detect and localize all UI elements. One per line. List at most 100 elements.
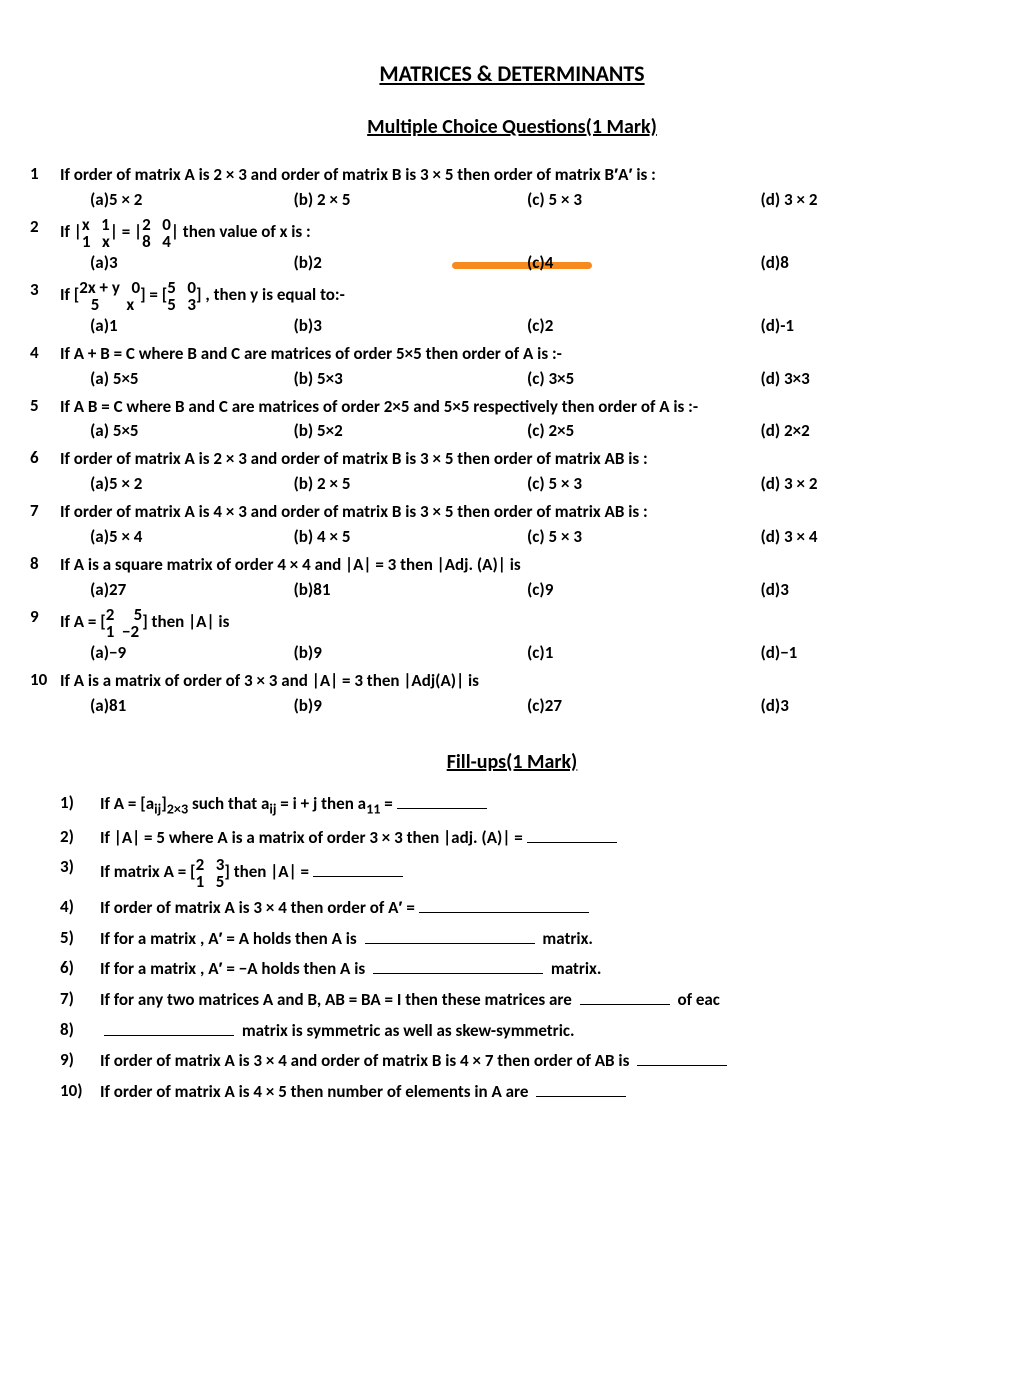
option-d: (d)−1 xyxy=(761,642,995,663)
option-b: (b)9 xyxy=(294,642,528,663)
option-b: (b) 2 × 5 xyxy=(294,473,528,494)
option-c: (c) 5 × 3 xyxy=(527,189,761,210)
fill-number: 10) xyxy=(30,1080,100,1101)
option-a: (a)−9 xyxy=(60,642,294,663)
option-a: (a) 5×5 xyxy=(60,420,294,441)
fill-question: 5)If for a matrix , A′ = A holds then A … xyxy=(30,927,994,952)
fill-body: If |A| = 5 where A is a matrix of order … xyxy=(100,826,994,851)
fill-body: If for a matrix , A′ = A holds then A is… xyxy=(100,927,994,952)
fill-question: 10)If order of matrix A is 4 × 5 then nu… xyxy=(30,1080,994,1105)
question-options: (a)5 × 2(b) 2 × 5(c) 5 × 3(d) 3 × 2 xyxy=(60,473,994,494)
fill-question: 8) matrix is symmetric as well as skew-s… xyxy=(30,1019,994,1044)
mcq-question: 10If A is a matrix of order of 3 × 3 and… xyxy=(30,669,994,720)
option-d: (d)8 xyxy=(761,252,995,273)
mcq-question: 8If A is a square matrix of order 4 × 4 … xyxy=(30,553,994,604)
option-b: (b) 2 × 5 xyxy=(294,189,528,210)
question-body: If |x 11 x| = |2 08 4| then value of x i… xyxy=(60,216,994,277)
option-d: (d) 3×3 xyxy=(761,368,995,389)
option-a: (a)1 xyxy=(60,315,294,336)
question-stem: If A + B = C where B and C are matrices … xyxy=(60,342,994,366)
option-a: (a)5 × 4 xyxy=(60,526,294,547)
question-body: If order of matrix A is 2 × 3 and order … xyxy=(60,447,994,498)
option-c: (c) 3×5 xyxy=(527,368,761,389)
fill-list: 1)If A = [aij]2×3 such that aij = i + j … xyxy=(30,792,994,1105)
question-stem: If order of matrix A is 2 × 3 and order … xyxy=(60,163,994,187)
question-body: If [2x + y 0 5 x] = [5 05 3] , then y is… xyxy=(60,279,994,340)
fill-question: 9)If order of matrix A is 3 × 4 and orde… xyxy=(30,1049,994,1074)
option-c: (c)2 xyxy=(527,315,761,336)
question-options: (a)81(b)9(c)27(d)3 xyxy=(60,695,994,716)
question-body: If A + B = C where B and C are matrices … xyxy=(60,342,994,393)
option-a: (a)3 xyxy=(60,252,294,273)
mcq-question: 9If A = [2 51 −2] then |A| is(a)−9(b)9(c… xyxy=(30,606,994,667)
question-stem: If A = [2 51 −2] then |A| is xyxy=(60,606,994,640)
option-b: (b)9 xyxy=(294,695,528,716)
fill-number: 2) xyxy=(30,826,100,847)
option-c: (c)4 xyxy=(527,252,761,273)
option-b: (b) 5×3 xyxy=(294,368,528,389)
fill-question: 3)If matrix A = [2 31 5] then |A| = xyxy=(30,856,994,890)
question-number: 5 xyxy=(30,395,60,416)
option-c: (c)9 xyxy=(527,579,761,600)
mcq-section-title: Multiple Choice Questions(1 Mark) xyxy=(30,115,994,139)
question-options: (a)5 × 2(b) 2 × 5(c) 5 × 3(d) 3 × 2 xyxy=(60,189,994,210)
mcq-question: 5If A B = C where B and C are matrices o… xyxy=(30,395,994,446)
question-number: 7 xyxy=(30,500,60,521)
option-b: (b)2 xyxy=(294,252,528,273)
mcq-question: 3If [2x + y 0 5 x] = [5 05 3] , then y i… xyxy=(30,279,994,340)
fill-body: If order of matrix A is 3 × 4 then order… xyxy=(100,896,994,921)
question-stem: If A is a matrix of order of 3 × 3 and |… xyxy=(60,669,994,693)
fill-number: 4) xyxy=(30,896,100,917)
fill-question: 6)If for a matrix , A′ = −A holds then A… xyxy=(30,957,994,982)
question-number: 2 xyxy=(30,216,60,237)
fill-number: 1) xyxy=(30,792,100,813)
question-stem: If order of matrix A is 2 × 3 and order … xyxy=(60,447,994,471)
option-d: (d)3 xyxy=(761,579,995,600)
question-options: (a)5 × 4(b) 4 × 5(c) 5 × 3(d) 3 × 4 xyxy=(60,526,994,547)
question-body: If order of matrix A is 2 × 3 and order … xyxy=(60,163,994,214)
fill-body: If matrix A = [2 31 5] then |A| = xyxy=(100,856,994,890)
question-body: If A = [2 51 −2] then |A| is(a)−9(b)9(c)… xyxy=(60,606,994,667)
fill-number: 5) xyxy=(30,927,100,948)
fill-body: matrix is symmetric as well as skew-symm… xyxy=(100,1019,994,1044)
mcq-question: 7If order of matrix A is 4 × 3 and order… xyxy=(30,500,994,551)
question-options: (a)27(b)81(c)9(d)3 xyxy=(60,579,994,600)
question-stem: If |x 11 x| = |2 08 4| then value of x i… xyxy=(60,216,994,250)
question-body: If A is a matrix of order of 3 × 3 and |… xyxy=(60,669,994,720)
question-options: (a)3(b)2(c)4(d)8 xyxy=(60,252,994,273)
fill-number: 7) xyxy=(30,988,100,1009)
mcq-question: 2If |x 11 x| = |2 08 4| then value of x … xyxy=(30,216,994,277)
fill-number: 3) xyxy=(30,856,100,877)
question-options: (a) 5×5(b) 5×2(c) 2×5(d) 2×2 xyxy=(60,420,994,441)
question-stem: If A B = C where B and C are matrices of… xyxy=(60,395,994,419)
option-d: (d) 3 × 2 xyxy=(761,473,995,494)
question-number: 8 xyxy=(30,553,60,574)
question-number: 10 xyxy=(30,669,60,690)
option-b: (b) 5×2 xyxy=(294,420,528,441)
fill-question: 7)If for any two matrices A and B, AB = … xyxy=(30,988,994,1013)
fill-number: 9) xyxy=(30,1049,100,1070)
question-options: (a)1(b)3(c)2(d)-1 xyxy=(60,315,994,336)
option-a: (a)5 × 2 xyxy=(60,189,294,210)
fill-body: If order of matrix A is 4 × 5 then numbe… xyxy=(100,1080,994,1105)
option-c: (c) 5 × 3 xyxy=(527,473,761,494)
mcq-question: 4If A + B = C where B and C are matrices… xyxy=(30,342,994,393)
fill-body: If order of matrix A is 3 × 4 and order … xyxy=(100,1049,994,1074)
question-options: (a)−9(b)9(c)1(d)−1 xyxy=(60,642,994,663)
option-a: (a)5 × 2 xyxy=(60,473,294,494)
option-b: (b)3 xyxy=(294,315,528,336)
option-a: (a)27 xyxy=(60,579,294,600)
question-options: (a) 5×5(b) 5×3(c) 3×5(d) 3×3 xyxy=(60,368,994,389)
option-c: (c)27 xyxy=(527,695,761,716)
fill-body: If for a matrix , A′ = −A holds then A i… xyxy=(100,957,994,982)
question-stem: If A is a square matrix of order 4 × 4 a… xyxy=(60,553,994,577)
option-d: (d) 3 × 2 xyxy=(761,189,995,210)
option-c: (c) 5 × 3 xyxy=(527,526,761,547)
question-number: 9 xyxy=(30,606,60,627)
question-stem: If [2x + y 0 5 x] = [5 05 3] , then y is… xyxy=(60,279,994,313)
fill-question: 2)If |A| = 5 where A is a matrix of orde… xyxy=(30,826,994,851)
fill-body: If for any two matrices A and B, AB = BA… xyxy=(100,988,994,1013)
question-number: 1 xyxy=(30,163,60,184)
fill-section-title: Fill-ups(1 Mark) xyxy=(30,750,994,774)
mcq-question: 1If order of matrix A is 2 × 3 and order… xyxy=(30,163,994,214)
